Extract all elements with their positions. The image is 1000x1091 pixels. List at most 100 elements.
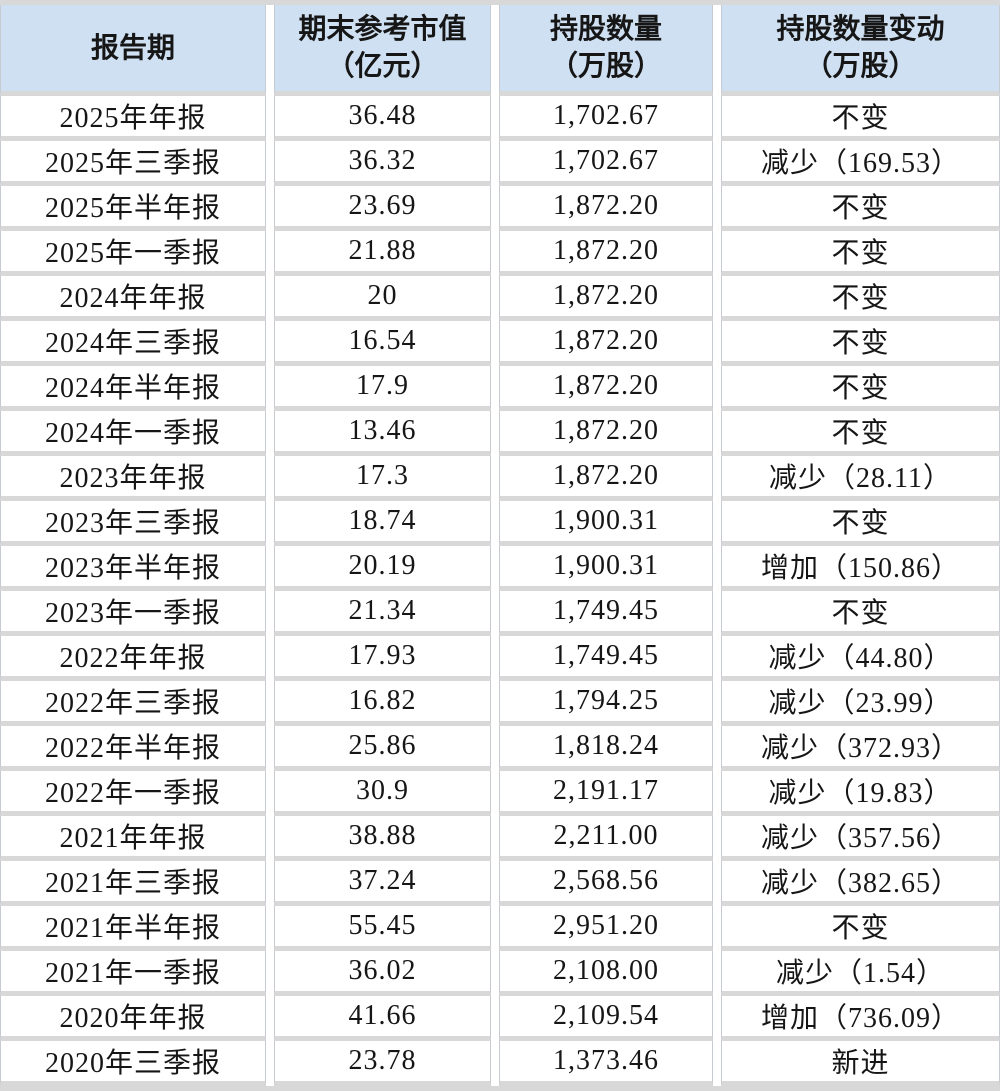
header-label-unit: （万股） xyxy=(804,51,917,82)
cell-share-count: 1,900.31 xyxy=(499,501,713,546)
cell-share-count: 2,191.17 xyxy=(499,771,713,816)
cell-share-change: 减少（23.99） xyxy=(721,681,1000,726)
cell-market-value: 55.45 xyxy=(274,906,491,951)
cell-market-value: 37.24 xyxy=(274,861,491,906)
cell-market-value: 38.88 xyxy=(274,816,491,861)
cell-share-count: 2,109.54 xyxy=(499,996,713,1041)
cell-report-period: 2021年半年报 xyxy=(0,906,266,951)
cell-market-value: 17.9 xyxy=(274,366,491,411)
cell-share-count: 1,872.20 xyxy=(499,186,713,231)
cell-market-value: 20.19 xyxy=(274,546,491,591)
table-row: 2022年半年报 25.86 1,818.24 减少（372.93） xyxy=(0,726,1000,771)
table-row: 2025年半年报 23.69 1,872.20 不变 xyxy=(0,186,1000,231)
cell-share-count: 2,951.20 xyxy=(499,906,713,951)
cell-report-period: 2025年一季报 xyxy=(0,231,266,276)
cell-report-period: 2023年一季报 xyxy=(0,591,266,636)
cell-share-change: 不变 xyxy=(721,366,1000,411)
cell-market-value: 13.46 xyxy=(274,411,491,456)
table-row: 2020年年报 41.66 2,109.54 增加（736.09） xyxy=(0,996,1000,1041)
cell-report-period: 2023年半年报 xyxy=(0,546,266,591)
cell-share-count: 1,373.46 xyxy=(499,1041,713,1086)
cell-share-count: 1,749.45 xyxy=(499,591,713,636)
cell-market-value: 23.78 xyxy=(274,1041,491,1086)
cell-share-count: 1,818.24 xyxy=(499,726,713,771)
cell-report-period: 2022年年报 xyxy=(0,636,266,681)
cell-report-period: 2023年三季报 xyxy=(0,501,266,546)
cell-share-count: 1,872.20 xyxy=(499,321,713,366)
table-row: 2023年年报 17.3 1,872.20 减少（28.11） xyxy=(0,456,1000,501)
table-row: 2025年一季报 21.88 1,872.20 不变 xyxy=(0,231,1000,276)
table-row: 2025年年报 36.48 1,702.67 不变 xyxy=(0,96,1000,141)
cell-share-count: 1,702.67 xyxy=(499,141,713,186)
cell-share-change: 不变 xyxy=(721,96,1000,141)
header-share-change: 持股数量变动 （万股） xyxy=(721,5,1000,96)
cell-report-period: 2020年年报 xyxy=(0,996,266,1041)
cell-share-count: 1,702.67 xyxy=(499,96,713,141)
cell-share-count: 1,872.20 xyxy=(499,456,713,501)
cell-share-count: 1,872.20 xyxy=(499,411,713,456)
bottom-divider xyxy=(0,1086,1000,1091)
cell-share-change: 减少（169.53） xyxy=(721,141,1000,186)
cell-report-period: 2024年年报 xyxy=(0,276,266,321)
table-row: 2023年半年报 20.19 1,900.31 增加（150.86） xyxy=(0,546,1000,591)
header-label: 持股数量变动 xyxy=(776,14,945,45)
cell-report-period: 2024年三季报 xyxy=(0,321,266,366)
cell-share-count: 1,872.20 xyxy=(499,276,713,321)
cell-market-value: 41.66 xyxy=(274,996,491,1041)
cell-share-change: 不变 xyxy=(721,276,1000,321)
cell-market-value: 20 xyxy=(274,276,491,321)
table-body: 2025年年报 36.48 1,702.67 不变 2025年三季报 36.32… xyxy=(0,96,1000,1086)
cell-report-period: 2025年三季报 xyxy=(0,141,266,186)
table-row: 2023年一季报 21.34 1,749.45 不变 xyxy=(0,591,1000,636)
cell-share-change: 不变 xyxy=(721,186,1000,231)
header-label: 报告期 xyxy=(90,32,175,64)
cell-share-count: 1,872.20 xyxy=(499,231,713,276)
cell-share-change: 不变 xyxy=(721,411,1000,456)
table-row: 2024年三季报 16.54 1,872.20 不变 xyxy=(0,321,1000,366)
cell-report-period: 2025年半年报 xyxy=(0,186,266,231)
header-label: 期末参考市值 xyxy=(298,14,467,45)
cell-share-count: 1,872.20 xyxy=(499,366,713,411)
header-share-count: 持股数量 （万股） xyxy=(499,5,713,96)
cell-market-value: 30.9 xyxy=(274,771,491,816)
cell-report-period: 2022年一季报 xyxy=(0,771,266,816)
cell-report-period: 2024年一季报 xyxy=(0,411,266,456)
cell-report-period: 2021年年报 xyxy=(0,816,266,861)
table-row: 2024年一季报 13.46 1,872.20 不变 xyxy=(0,411,1000,456)
cell-market-value: 16.82 xyxy=(274,681,491,726)
table-row: 2021年半年报 55.45 2,951.20 不变 xyxy=(0,906,1000,951)
cell-share-change: 增加（150.86） xyxy=(721,546,1000,591)
cell-share-change: 减少（357.56） xyxy=(721,816,1000,861)
cell-share-change: 新进 xyxy=(721,1041,1000,1086)
cell-share-change: 不变 xyxy=(721,501,1000,546)
table-row: 2024年半年报 17.9 1,872.20 不变 xyxy=(0,366,1000,411)
table-header-row: 报告期 期末参考市值 （亿元） 持股数量 （万股） 持股数量变动 （万股） xyxy=(0,5,1000,96)
table-row: 2025年三季报 36.32 1,702.67 减少（169.53） xyxy=(0,141,1000,186)
header-label: 持股数量 xyxy=(549,14,662,45)
cell-market-value: 23.69 xyxy=(274,186,491,231)
cell-share-count: 1,794.25 xyxy=(499,681,713,726)
cell-report-period: 2023年年报 xyxy=(0,456,266,501)
cell-share-change: 减少（382.65） xyxy=(721,861,1000,906)
table-row: 2021年一季报 36.02 2,108.00 减少（1.54） xyxy=(0,951,1000,996)
table-row: 2022年三季报 16.82 1,794.25 减少（23.99） xyxy=(0,681,1000,726)
cell-share-count: 2,211.00 xyxy=(499,816,713,861)
cell-share-change: 减少（19.83） xyxy=(721,771,1000,816)
cell-market-value: 36.02 xyxy=(274,951,491,996)
table-row: 2020年三季报 23.78 1,373.46 新进 xyxy=(0,1041,1000,1086)
cell-market-value: 21.34 xyxy=(274,591,491,636)
cell-market-value: 36.48 xyxy=(274,96,491,141)
top-divider xyxy=(0,0,1000,5)
table-row: 2023年三季报 18.74 1,900.31 不变 xyxy=(0,501,1000,546)
table-row: 2024年年报 20 1,872.20 不变 xyxy=(0,276,1000,321)
table-row: 2021年年报 38.88 2,211.00 减少（357.56） xyxy=(0,816,1000,861)
cell-share-change: 增加（736.09） xyxy=(721,996,1000,1041)
cell-share-count: 2,568.56 xyxy=(499,861,713,906)
cell-share-change: 不变 xyxy=(721,591,1000,636)
cell-report-period: 2024年半年报 xyxy=(0,366,266,411)
cell-report-period: 2025年年报 xyxy=(0,96,266,141)
cell-market-value: 17.93 xyxy=(274,636,491,681)
cell-share-change: 减少（28.11） xyxy=(721,456,1000,501)
cell-report-period: 2021年三季报 xyxy=(0,861,266,906)
